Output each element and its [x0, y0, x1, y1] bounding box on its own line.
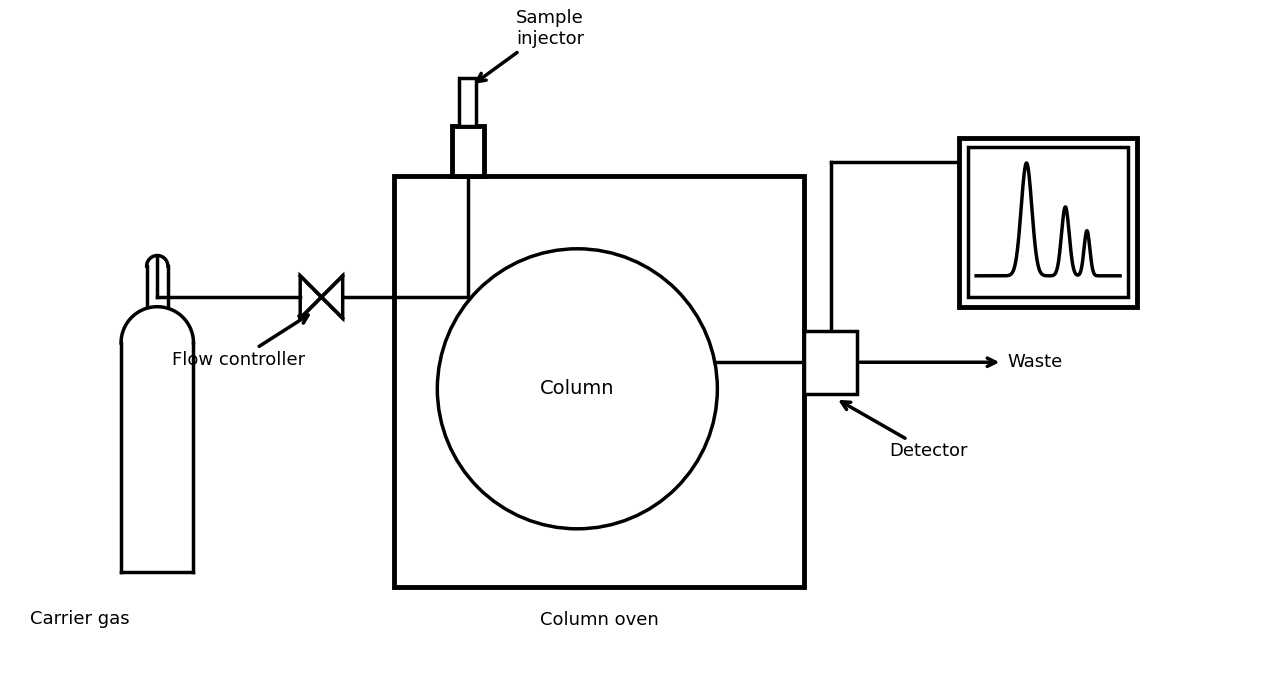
Polygon shape	[322, 276, 342, 318]
Ellipse shape	[471, 283, 684, 495]
Text: Waste: Waste	[1007, 353, 1062, 371]
Text: Detector: Detector	[841, 402, 967, 460]
Text: Carrier gas: Carrier gas	[30, 610, 130, 628]
Text: Column oven: Column oven	[540, 611, 658, 629]
Text: Column: Column	[540, 380, 615, 398]
Ellipse shape	[505, 316, 649, 461]
Bar	[451, 126, 484, 176]
Bar	[959, 138, 1137, 307]
Bar	[968, 147, 1128, 297]
Text: Sample
injector: Sample injector	[477, 9, 584, 81]
Bar	[459, 78, 476, 126]
Text: Flow controller: Flow controller	[172, 315, 309, 369]
Bar	[804, 331, 858, 394]
Ellipse shape	[437, 249, 718, 529]
Polygon shape	[300, 276, 322, 318]
Bar	[394, 176, 804, 587]
